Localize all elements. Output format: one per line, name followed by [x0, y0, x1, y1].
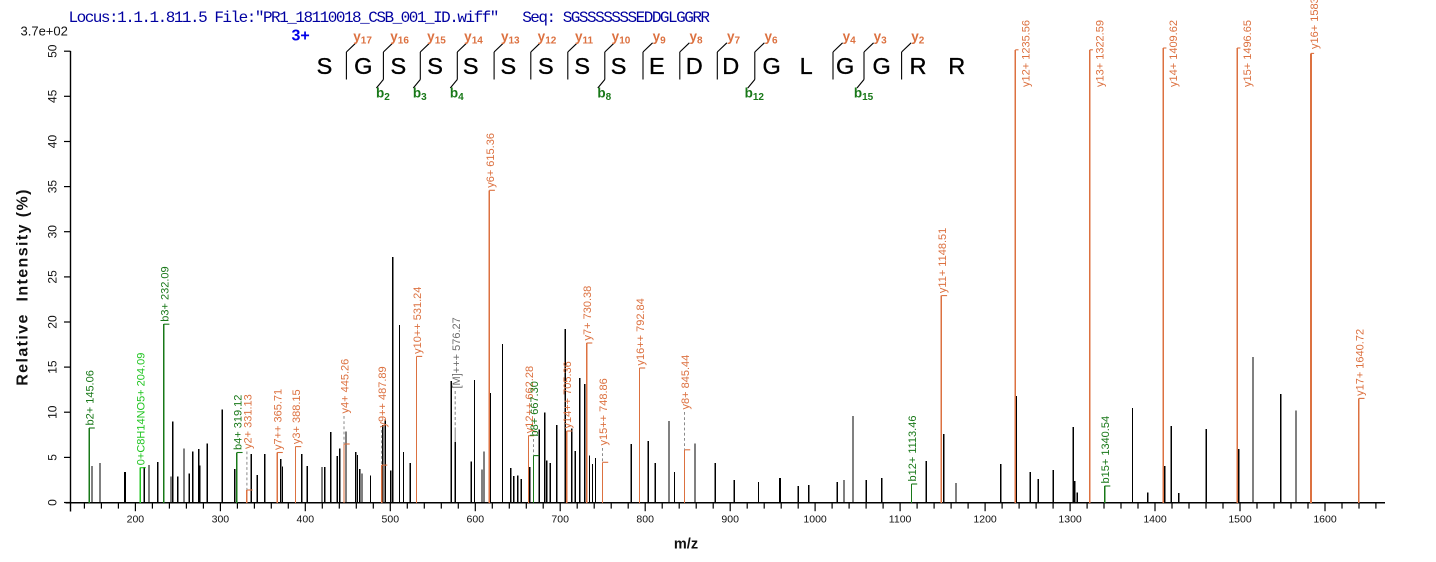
- svg-text:Relative Intensity (%): Relative Intensity (%): [15, 188, 32, 386]
- svg-text:600: 600: [467, 514, 485, 526]
- svg-text:5: 5: [46, 454, 60, 461]
- svg-text:y16+ 1583.69: y16+ 1583.69: [1309, 0, 1321, 49]
- svg-text:S: S: [317, 53, 333, 79]
- svg-text:800: 800: [636, 514, 654, 526]
- svg-text:y11+ 1148.51: y11+ 1148.51: [937, 228, 949, 293]
- svg-text:y7+ 730.38: y7+ 730.38: [582, 286, 594, 341]
- svg-text:900: 900: [721, 514, 739, 526]
- svg-text:1500: 1500: [1228, 514, 1252, 526]
- svg-text:y3+ 388.15: y3+ 388.15: [291, 389, 303, 444]
- svg-text:S: S: [500, 53, 516, 79]
- svg-text:3.7e+02: 3.7e+02: [21, 24, 68, 39]
- svg-text:y2+ 331.13: y2+ 331.13: [243, 394, 255, 449]
- svg-text:S: S: [574, 53, 590, 79]
- svg-text:y17+ 1640.72: y17+ 1640.72: [1354, 329, 1366, 396]
- svg-text:G: G: [872, 53, 890, 79]
- svg-text:S: S: [463, 53, 479, 79]
- svg-text:G: G: [836, 53, 854, 79]
- svg-text:30: 30: [46, 225, 60, 239]
- svg-text:y12++ 662.28: y12++ 662.28: [524, 366, 536, 433]
- svg-text:0+C8H14NO5+ 204.09: 0+C8H14NO5+ 204.09: [136, 353, 148, 466]
- svg-text:R: R: [910, 53, 927, 79]
- svg-text:15: 15: [46, 360, 60, 374]
- svg-text:[M]+++ 576.27: [M]+++ 576.27: [451, 317, 463, 388]
- svg-text:b15+ 1340.54: b15+ 1340.54: [1100, 416, 1112, 484]
- svg-text:y12+ 1235.56: y12+ 1235.56: [1020, 20, 1032, 87]
- svg-text:S: S: [391, 53, 407, 79]
- svg-text:G: G: [354, 53, 372, 79]
- svg-text:1100: 1100: [889, 514, 912, 526]
- svg-text:b4+ 319.12: b4+ 319.12: [233, 395, 245, 450]
- svg-text:y15+ 1496.65: y15+ 1496.65: [1242, 20, 1254, 87]
- svg-text:y13+ 1322.59: y13+ 1322.59: [1095, 20, 1107, 87]
- svg-text:700: 700: [551, 514, 569, 526]
- svg-text:L: L: [800, 53, 813, 79]
- svg-text:20: 20: [46, 315, 60, 329]
- svg-text:y10++ 531.24: y10++ 531.24: [412, 287, 424, 354]
- svg-text:0: 0: [46, 499, 60, 506]
- svg-text:1200: 1200: [973, 514, 997, 526]
- svg-text:3+: 3+: [292, 28, 310, 45]
- svg-text:y8+ 845.44: y8+ 845.44: [680, 355, 692, 410]
- svg-text:m/z: m/z: [674, 537, 698, 553]
- svg-text:1600: 1600: [1313, 514, 1337, 526]
- svg-text:b8+ 667.30: b8+ 667.30: [529, 381, 541, 436]
- svg-text:500: 500: [382, 514, 400, 526]
- svg-text:y7++ 365.71: y7++ 365.71: [273, 389, 285, 450]
- svg-text:200: 200: [127, 514, 145, 526]
- svg-text:R: R: [948, 53, 965, 79]
- svg-text:S: S: [427, 53, 443, 79]
- svg-text:40: 40: [46, 135, 60, 149]
- svg-text:S: S: [538, 53, 554, 79]
- svg-text:S: S: [611, 53, 627, 79]
- svg-text:1400: 1400: [1143, 514, 1167, 526]
- svg-text:b2+ 145.06: b2+ 145.06: [85, 370, 97, 425]
- svg-text:D: D: [686, 53, 703, 79]
- svg-text:10: 10: [46, 405, 60, 419]
- svg-text:Locus:1.1.1.811.5 File:"PR1_18: Locus:1.1.1.811.5 File:"PR1_18110018_CSB…: [69, 9, 711, 27]
- svg-text:35: 35: [46, 180, 60, 194]
- svg-text:1300: 1300: [1058, 514, 1082, 526]
- svg-text:300: 300: [212, 514, 230, 526]
- svg-text:E: E: [649, 53, 665, 79]
- svg-text:y6+ 615.36: y6+ 615.36: [485, 133, 497, 188]
- svg-text:1000: 1000: [803, 514, 827, 526]
- svg-text:G: G: [763, 53, 781, 79]
- svg-text:y14+ 1409.62: y14+ 1409.62: [1168, 20, 1180, 87]
- svg-text:y14++ 705.36: y14++ 705.36: [562, 361, 574, 428]
- svg-text:400: 400: [297, 514, 315, 526]
- svg-text:y15++ 748.86: y15++ 748.86: [598, 378, 610, 445]
- svg-text:y9++ 487.89: y9++ 487.89: [377, 366, 389, 427]
- svg-text:y16++ 792.84: y16++ 792.84: [635, 298, 647, 365]
- svg-text:b12+ 1113.46: b12+ 1113.46: [907, 416, 919, 482]
- svg-text:25: 25: [46, 270, 60, 284]
- svg-text:y4+ 445.26: y4+ 445.26: [340, 359, 352, 414]
- svg-text:50: 50: [46, 44, 60, 58]
- svg-text:D: D: [722, 53, 739, 79]
- svg-text:45: 45: [46, 89, 60, 103]
- svg-text:b3+ 232.09: b3+ 232.09: [159, 266, 171, 321]
